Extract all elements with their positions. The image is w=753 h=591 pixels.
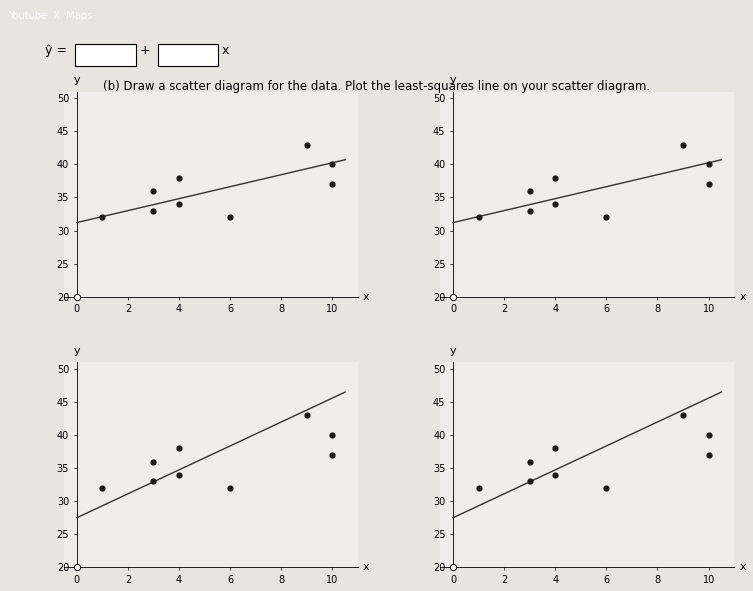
Text: y: y	[450, 75, 456, 85]
Point	[523, 457, 535, 466]
Point	[549, 173, 561, 183]
Point	[473, 483, 485, 493]
Text: x: x	[739, 563, 746, 572]
Point	[300, 140, 312, 150]
Point	[96, 213, 108, 222]
Point	[523, 476, 535, 486]
Point	[224, 483, 236, 493]
Point	[600, 483, 612, 493]
Point	[703, 450, 715, 460]
Point	[473, 213, 485, 222]
Text: x: x	[363, 563, 370, 572]
Text: y: y	[74, 346, 80, 356]
Point	[549, 199, 561, 209]
Point	[523, 206, 535, 215]
Text: y: y	[74, 75, 80, 85]
Point	[549, 470, 561, 479]
Point	[148, 186, 160, 196]
Point	[173, 199, 185, 209]
Text: (b) Draw a scatter diagram for the data. Plot the least-squares line on your sca: (b) Draw a scatter diagram for the data.…	[103, 80, 650, 93]
Point	[173, 173, 185, 183]
Point	[703, 160, 715, 169]
Point	[523, 186, 535, 196]
Point	[148, 206, 160, 215]
Text: ŷ =: ŷ =	[45, 44, 67, 57]
Point	[549, 444, 561, 453]
Point	[148, 476, 160, 486]
Text: x: x	[739, 292, 746, 301]
Point	[600, 213, 612, 222]
Point	[224, 213, 236, 222]
FancyBboxPatch shape	[158, 44, 218, 66]
Point	[96, 483, 108, 493]
Point	[300, 411, 312, 420]
Point	[173, 444, 185, 453]
Point	[703, 180, 715, 189]
Text: x: x	[222, 44, 230, 57]
Point	[677, 411, 689, 420]
FancyBboxPatch shape	[75, 44, 136, 66]
Text: x: x	[363, 292, 370, 301]
Text: Youtube  X  Maps: Youtube X Maps	[8, 11, 92, 21]
Point	[173, 470, 185, 479]
Point	[677, 140, 689, 150]
Point	[148, 457, 160, 466]
Text: +: +	[139, 44, 150, 57]
Point	[326, 160, 338, 169]
Text: y: y	[450, 346, 456, 356]
Point	[326, 430, 338, 440]
Point	[326, 180, 338, 189]
Point	[703, 430, 715, 440]
Point	[326, 450, 338, 460]
